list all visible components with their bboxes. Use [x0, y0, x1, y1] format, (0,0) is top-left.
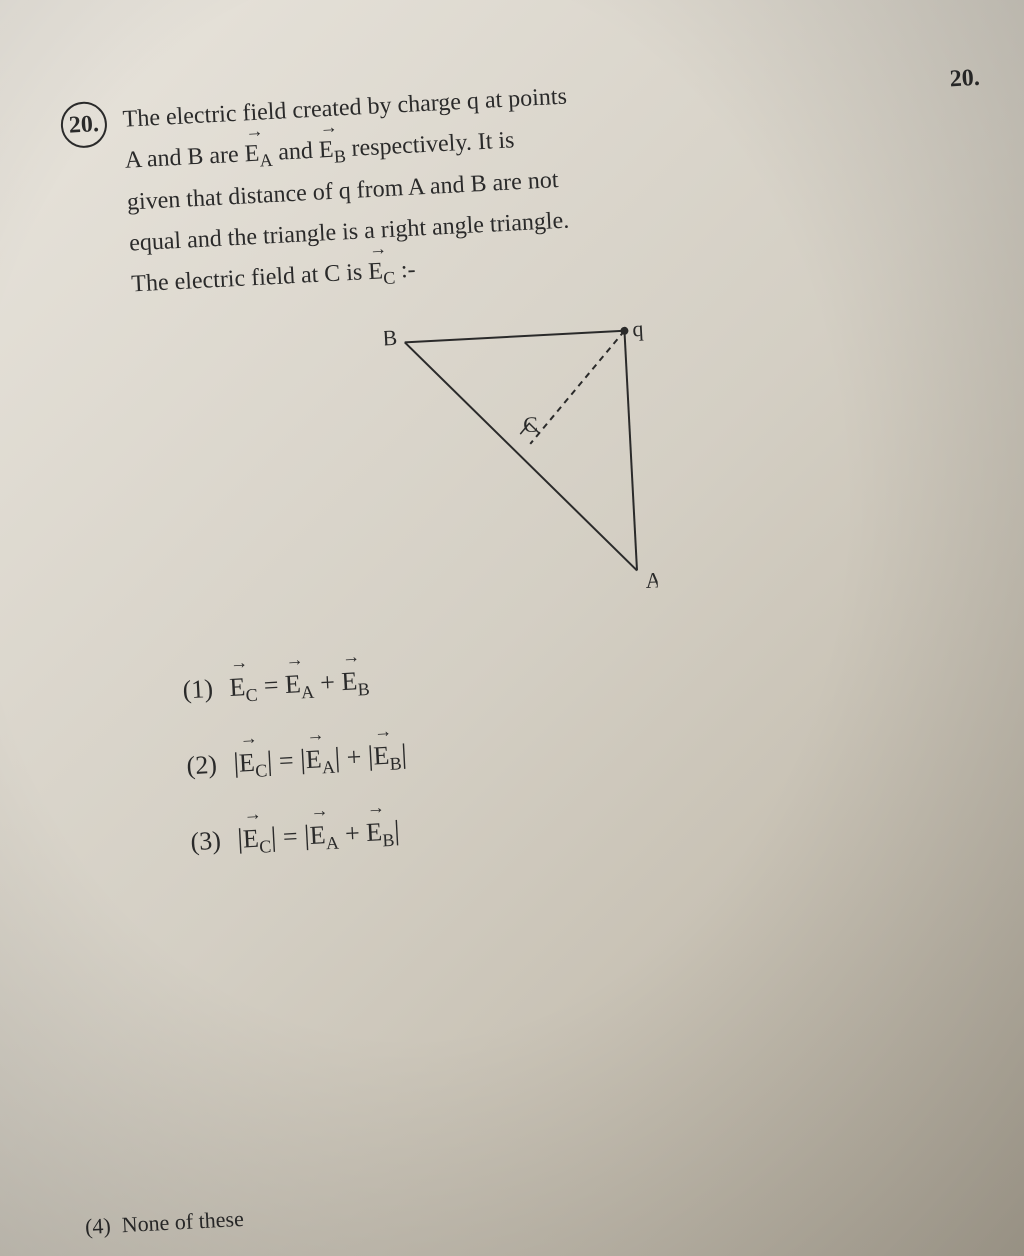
question-number-circle: 20. — [60, 101, 108, 149]
option-3: (3) |EC| = |EA + EB| — [189, 780, 921, 866]
svg-text:B: B — [384, 325, 398, 351]
question-line: The electric field at C is EC :- — [131, 256, 417, 297]
svg-text:q: q — [632, 316, 644, 342]
cutoff-text: (4) None of these — [84, 1206, 244, 1240]
options-list: (1) EC = EA + EB (2) |EC| = |EA| + |EB| … — [182, 630, 921, 865]
question-body: The electric field created by charge q a… — [122, 60, 923, 895]
question-line: equal and the triangle is a right angle … — [129, 208, 570, 257]
svg-text:A: A — [645, 567, 658, 593]
option-expression: |EC| = |EA| + |EB| — [233, 740, 408, 778]
question-line: given that distance of q from A and B ar… — [126, 167, 559, 216]
question-text: The electric field created by charge q a… — [122, 60, 892, 307]
question-line: The electric field created by charge q a… — [122, 84, 567, 133]
option-number: (3) — [190, 825, 222, 856]
side-question-number: 20. — [949, 65, 980, 94]
triangle-diagram: A Bq C — [384, 310, 658, 603]
option-1: (1) EC = EA + EB — [182, 630, 913, 714]
svg-text:C: C — [523, 412, 539, 438]
option-number: (1) — [182, 674, 214, 705]
question-block: 20. 20. The electric field created by ch… — [60, 58, 960, 898]
question-line: A and B are EA and EB respectively. It i… — [124, 127, 515, 173]
option-expression: EC = EA + EB — [229, 666, 370, 702]
option-2: (2) |EC| = |EA| + |EB| — [185, 704, 917, 790]
option-number: (2) — [186, 750, 218, 781]
option-expression: |EC| = |EA + EB| — [237, 816, 401, 853]
diagram-container: A Bq C — [134, 297, 908, 630]
